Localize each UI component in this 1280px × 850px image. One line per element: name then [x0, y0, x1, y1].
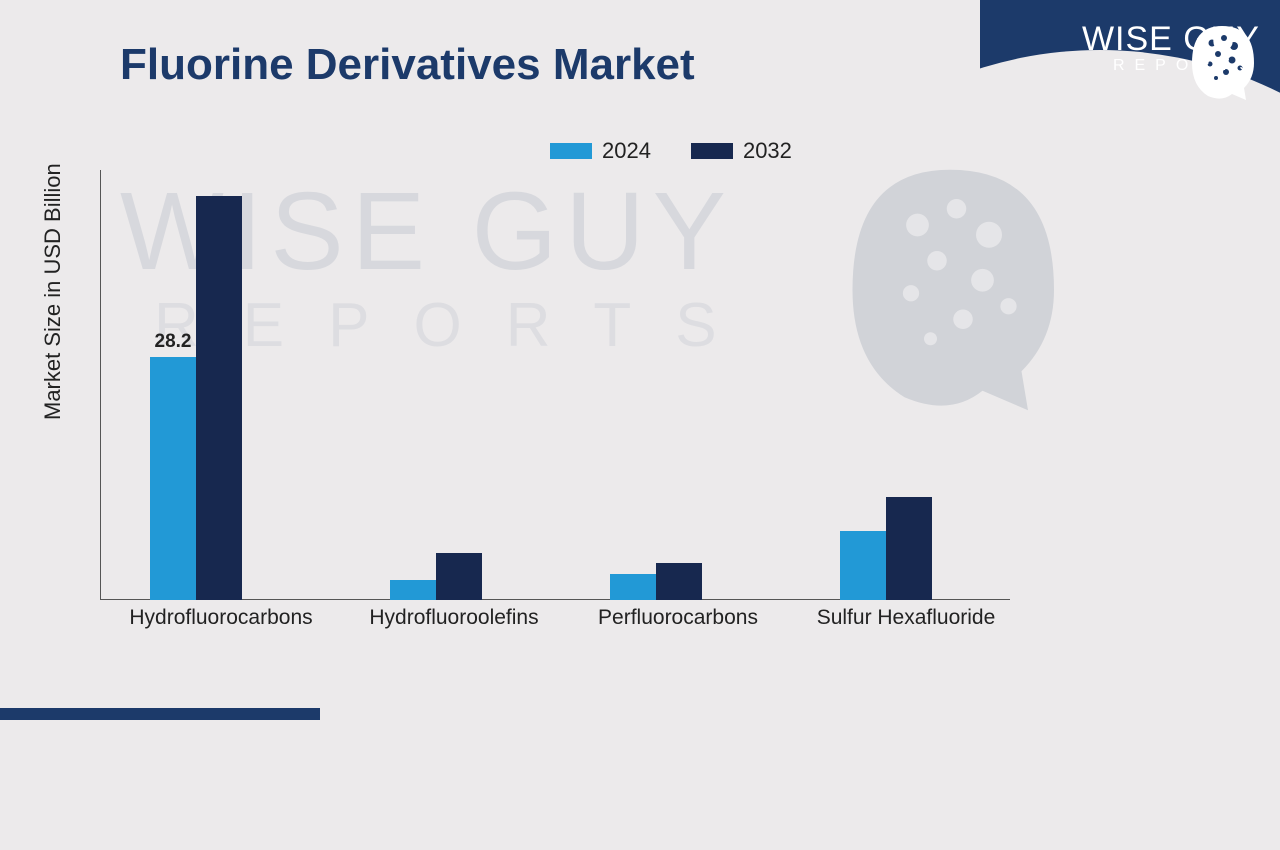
- bar-group: [390, 553, 482, 600]
- bar-2032: [656, 563, 702, 600]
- bar-2024: [840, 531, 886, 600]
- bar-2024: [390, 580, 436, 600]
- category-label: Hydrofluoroolefins: [354, 606, 554, 630]
- legend-swatch-2032: [691, 143, 733, 159]
- legend-item-2024: 2024: [550, 138, 651, 164]
- bar-group: [840, 497, 932, 600]
- chart-area: Market Size in USD Billion 28.2Hydrofluo…: [45, 170, 1025, 670]
- bar-value-label: 28.2: [155, 331, 192, 353]
- y-axis-label: Market Size in USD Billion: [40, 163, 66, 420]
- bottom-accent-bar: [0, 708, 320, 720]
- bar-group: [610, 563, 702, 600]
- chart-title: Fluorine Derivatives Market: [120, 40, 695, 90]
- plot-area: 28.2HydrofluorocarbonsHydrofluoroolefins…: [100, 170, 1010, 600]
- category-label: Hydrofluorocarbons: [116, 606, 326, 630]
- legend-label-2032: 2032: [743, 138, 792, 164]
- bar-2032: [436, 553, 482, 600]
- bar-2024: [610, 574, 656, 600]
- brand-subtitle: REPORTS: [1082, 57, 1260, 75]
- legend-item-2032: 2032: [691, 138, 792, 164]
- bar-group: 28.2: [150, 196, 242, 600]
- category-label: Sulfur Hexafluoride: [806, 606, 1006, 630]
- legend-swatch-2024: [550, 143, 592, 159]
- legend-label-2024: 2024: [602, 138, 651, 164]
- bar-2024: 28.2: [150, 357, 196, 600]
- bar-2032: [196, 196, 242, 600]
- y-axis-line: [100, 170, 101, 600]
- bar-2032: [886, 497, 932, 600]
- legend: 2024 2032: [550, 138, 792, 164]
- brand-name: WISE GUY: [1082, 20, 1260, 59]
- brand-logo: WISE GUY REPORTS: [1082, 20, 1260, 75]
- category-label: Perfluorocarbons: [578, 606, 778, 630]
